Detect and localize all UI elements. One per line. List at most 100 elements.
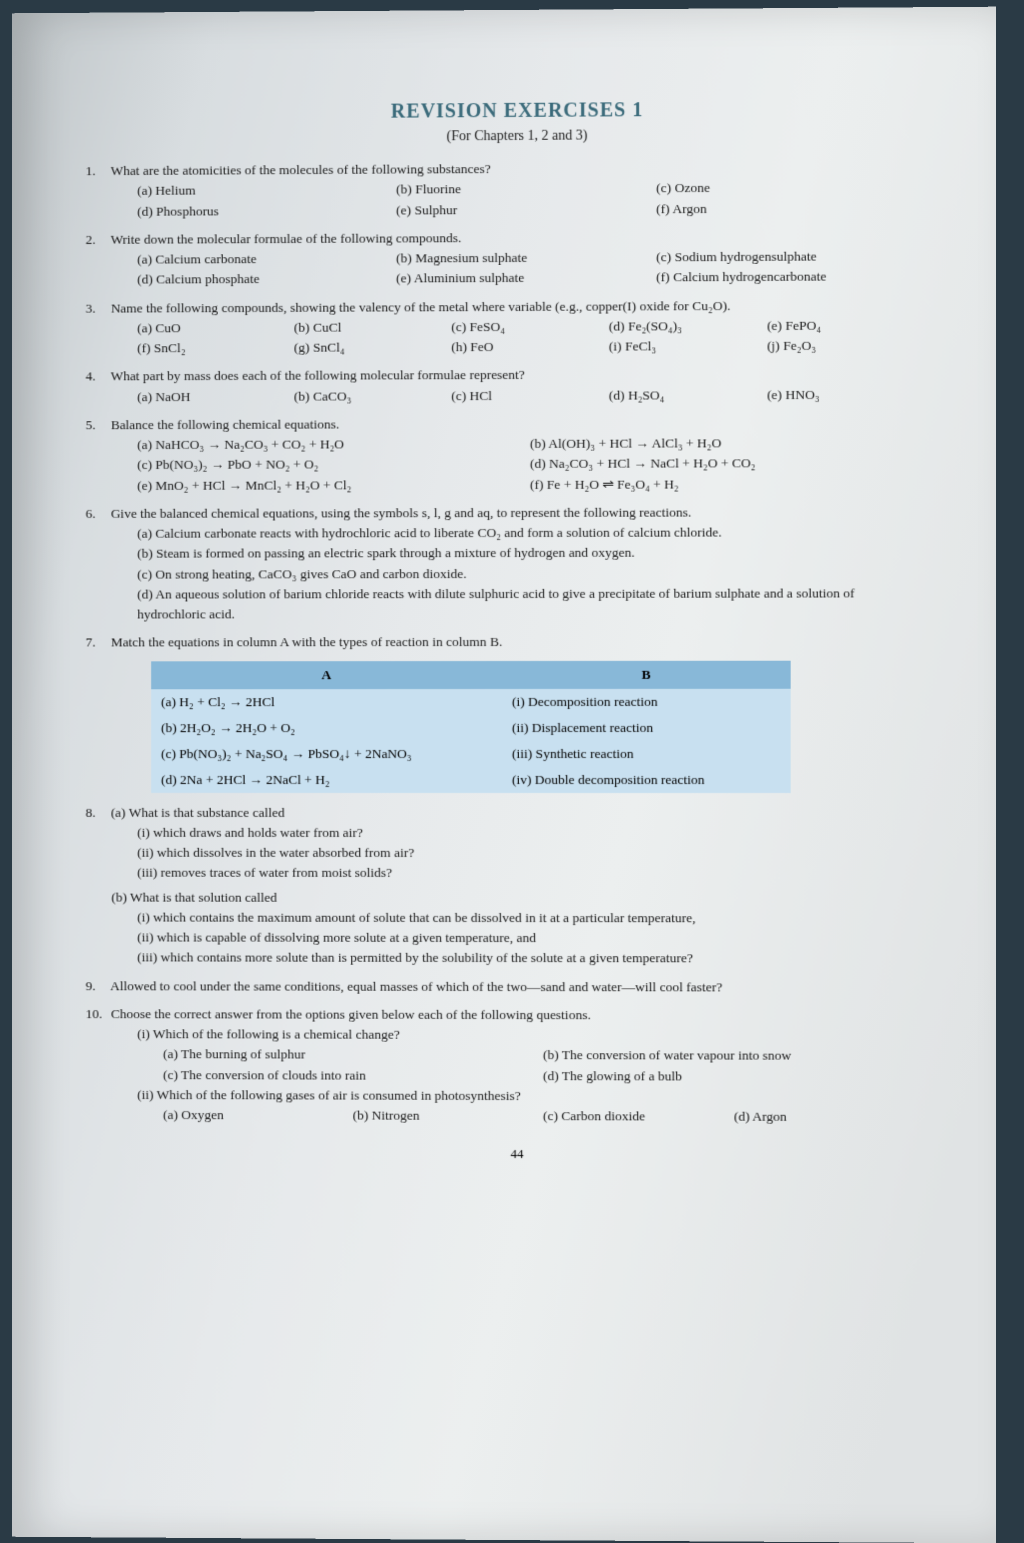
opt: (d) The glowing of a bulb (543, 1066, 925, 1087)
opt: (b) Nitrogen (353, 1106, 543, 1127)
opt: (a) CuO (137, 318, 294, 339)
q10-ii-opts: (a) Oxygen (b) Nitrogen (c) Carbon dioxi… (163, 1105, 925, 1128)
question-10: 10. Choose the correct answer from the o… (111, 1004, 925, 1128)
table-row: (c) Pb(NO₃)₂ + Na₂SO₄ → PbSO₄↓ + 2NaNO₃ … (151, 740, 791, 766)
q3-options: (a) CuO (b) CuCl (c) FeSO₄ (d) Fe₂(SO₄)₃… (137, 315, 925, 359)
question-4: 4. What part by mass does each of the fo… (111, 364, 925, 407)
opt: (a) Calcium carbonate (137, 248, 396, 269)
q-text: Give the balanced chemical equations, us… (111, 504, 692, 520)
q-text: What part by mass does each of the follo… (111, 367, 525, 383)
q-number: 8. (86, 802, 108, 822)
q10-i: (i) Which of the following is a chemical… (137, 1024, 925, 1087)
q10-i-opts: (a) The burning of sulphur (b) The conve… (163, 1044, 925, 1086)
q-number: 5. (86, 415, 108, 435)
opt: (d) Argon (734, 1107, 926, 1128)
opt: (a) Calcium carbonate reacts with hydroc… (137, 522, 925, 544)
opt: (b) The conversion of water vapour into … (543, 1045, 925, 1066)
cell: (iii) Synthetic reaction (502, 740, 791, 766)
q-number: 9. (86, 976, 108, 996)
opt: (b) Al(OH)₃ + HCl → AlCl₃ + H₂O (530, 433, 925, 454)
opt: (h) FeO (451, 337, 609, 358)
cell: (a) H₂ + Cl₂ → 2HCl (151, 689, 502, 715)
opt: (b) Magnesium sulphate (396, 247, 656, 268)
page-title: REVISION EXERCISES 1 (111, 98, 925, 126)
q-text: Allowed to cool under the same condition… (110, 978, 722, 994)
q-text: Write down the molecular formulae of the… (111, 230, 462, 247)
opt: (a) NaHCO₃ → Na₂CO₃ + CO₂ + H₂O (137, 434, 530, 455)
sub-item: (ii) which is capable of dissolving more… (137, 928, 925, 949)
q-text: Name the following compounds, showing th… (111, 298, 731, 316)
q8b-text: (b) What is that solution called (111, 887, 925, 908)
opt: (d) Fe₂(SO₄)₃ (609, 316, 767, 337)
page-number: 44 (111, 1145, 925, 1164)
opt: (d) An aqueous solution of barium chlori… (137, 583, 925, 625)
opt: (c) FeSO₄ (451, 316, 609, 337)
q8b-subs: (i) which contains the maximum amount of… (137, 907, 925, 969)
opt: (b) Steam is formed on passing an electr… (137, 542, 925, 564)
question-6: 6. Give the balanced chemical equations,… (111, 502, 925, 625)
opt: (e) Aluminium sulphate (396, 268, 656, 289)
sub-q: (i) Which of the following is a chemical… (137, 1024, 925, 1046)
opt: (a) The burning of sulphur (163, 1044, 543, 1065)
cell: (d) 2Na + 2HCl → 2NaCl + H₂ (151, 767, 502, 793)
sub-item: (i) which contains the maximum amount of… (137, 907, 925, 928)
opt: (c) HCl (451, 385, 609, 406)
q1-options: (a) Helium (b) Fluorine (c) Ozone (d) Ph… (137, 177, 925, 221)
opt: (c) Pb(NO₃)₂ → PbO + NO₂ + O₂ (137, 454, 530, 475)
page-subtitle: (For Chapters 1, 2 and 3) (111, 127, 925, 148)
cell: (b) 2H₂O₂ → 2H₂O + O₂ (151, 715, 502, 741)
opt: (b) Fluorine (396, 178, 656, 200)
opt: (f) Fe + H₂O ⇌ Fe₃O₄ + H₂ (530, 473, 925, 494)
q10-ii: (ii) Which of the following gases of air… (137, 1085, 925, 1128)
opt: (d) Calcium phosphate (137, 269, 396, 290)
opt: (e) Sulphur (396, 199, 656, 221)
q2-options: (a) Calcium carbonate (b) Magnesium sulp… (137, 246, 925, 290)
opt: (c) On strong heating, CaCO₃ gives CaO a… (137, 563, 925, 585)
opt: (e) HNO₃ (767, 384, 926, 405)
cell: (ii) Displacement reaction (502, 714, 791, 740)
opt: (d) Na₂CO₃ + HCl → NaCl + H₂O + CO₂ (530, 453, 925, 474)
q-number: 2. (86, 230, 108, 250)
opt: (c) Ozone (656, 177, 917, 199)
cell: (c) Pb(NO₃)₂ + Na₂SO₄ → PbSO₄↓ + 2NaNO₃ (151, 741, 502, 767)
question-2: 2. Write down the molecular formulae of … (111, 226, 925, 290)
opt: (j) Fe₂O₃ (767, 335, 926, 356)
q-text: What are the atomicities of the molecule… (111, 161, 491, 178)
opt: (e) FePO₄ (767, 315, 926, 336)
sub-item: (ii) which dissolves in the water absorb… (137, 843, 925, 864)
q8a-text: (a) What is that substance called (111, 804, 285, 819)
sub-item: (iii) removes traces of water from moist… (137, 863, 925, 884)
opt: (f) Calcium hydrogencarbonate (656, 266, 917, 287)
page: REVISION EXERCISES 1 (For Chapters 1, 2 … (12, 7, 996, 1543)
table-row: (b) 2H₂O₂ → 2H₂O + O₂ (ii) Displacement … (151, 714, 791, 740)
opt: (c) The conversion of clouds into rain (163, 1065, 543, 1086)
table-header-a: A (151, 661, 502, 689)
table-row: (d) 2Na + 2HCl → 2NaCl + H₂ (iv) Double … (151, 766, 791, 792)
q-text: Match the equations in column A with the… (111, 634, 503, 649)
question-3: 3. Name the following compounds, showing… (111, 295, 925, 359)
q8a-subs: (i) which draws and holds water from air… (137, 823, 925, 884)
q-number: 4. (86, 367, 108, 387)
opt: (i) FeCl₃ (609, 336, 767, 357)
q-text: Choose the correct answer from the optio… (111, 1006, 591, 1022)
opt: (c) Carbon dioxide (543, 1106, 734, 1127)
table-row: (a) H₂ + Cl₂ → 2HCl (i) Decomposition re… (151, 688, 791, 714)
sub-item: (i) which draws and holds water from air… (137, 823, 925, 844)
opt: (g) SnCl₄ (294, 337, 451, 358)
table-header-b: B (502, 660, 791, 688)
question-7: 7. Match the equations in column A with … (111, 632, 925, 653)
opt: (b) CuCl (294, 317, 451, 338)
opt: (a) Helium (137, 180, 396, 202)
question-9: 9. Allowed to cool under the same condit… (111, 976, 925, 998)
cell: (i) Decomposition reaction (502, 688, 791, 714)
question-5: 5. Balance the following chemical equati… (111, 412, 925, 495)
q-number: 1. (86, 161, 108, 181)
opt: (c) Sodium hydrogensulphate (656, 246, 917, 267)
q4-options: (a) NaOH (b) CaCO₃ (c) HCl (d) H₂SO₄ (e)… (137, 384, 925, 407)
q-number: 7. (86, 633, 108, 653)
opt: (b) CaCO₃ (294, 386, 451, 407)
q6-options: (a) Calcium carbonate reacts with hydroc… (137, 522, 925, 625)
q5-options: (a) NaHCO₃ → Na₂CO₃ + CO₂ + H₂O (b) Al(O… (137, 433, 925, 496)
sub-q: (ii) Which of the following gases of air… (137, 1085, 925, 1107)
question-8: 8. (a) What is that substance called (i)… (111, 802, 925, 969)
